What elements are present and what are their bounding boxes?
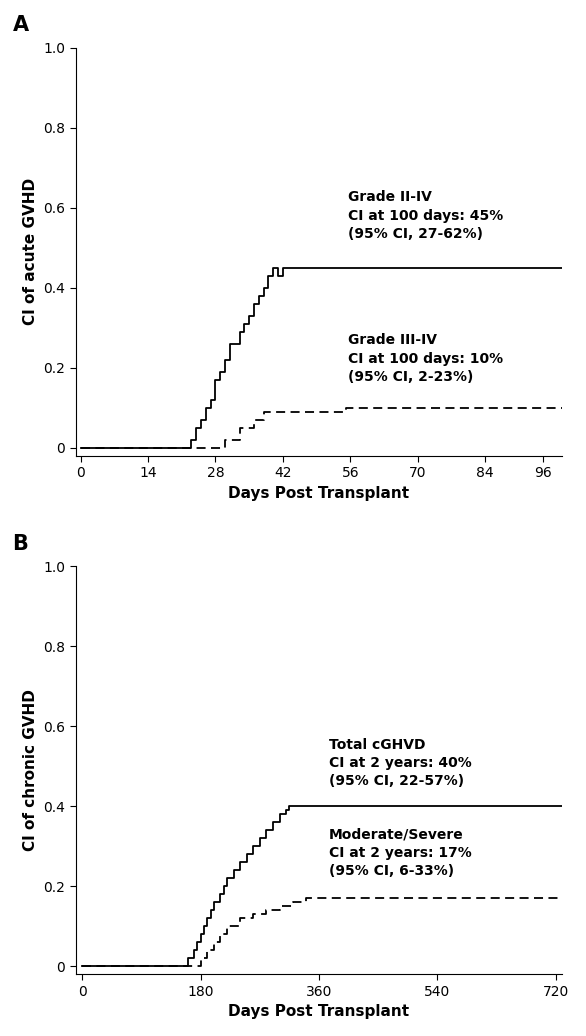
X-axis label: Days Post Transplant: Days Post Transplant [229, 486, 410, 500]
Text: B: B [12, 534, 28, 554]
Y-axis label: CI of acute GVHD: CI of acute GVHD [23, 178, 38, 325]
Text: Grade III-IV
CI at 100 days: 10%
(95% CI, 2-23%): Grade III-IV CI at 100 days: 10% (95% CI… [348, 334, 503, 384]
X-axis label: Days Post Transplant: Days Post Transplant [229, 1004, 410, 1019]
Y-axis label: CI of chronic GVHD: CI of chronic GVHD [23, 689, 38, 852]
Text: Moderate/Severe
CI at 2 years: 17%
(95% CI, 6-33%): Moderate/Severe CI at 2 years: 17% (95% … [329, 828, 472, 879]
Text: Grade II-IV
CI at 100 days: 45%
(95% CI, 27-62%): Grade II-IV CI at 100 days: 45% (95% CI,… [348, 191, 503, 241]
Text: Total cGHVD
CI at 2 years: 40%
(95% CI, 22-57%): Total cGHVD CI at 2 years: 40% (95% CI, … [329, 738, 472, 788]
Text: A: A [12, 16, 29, 35]
